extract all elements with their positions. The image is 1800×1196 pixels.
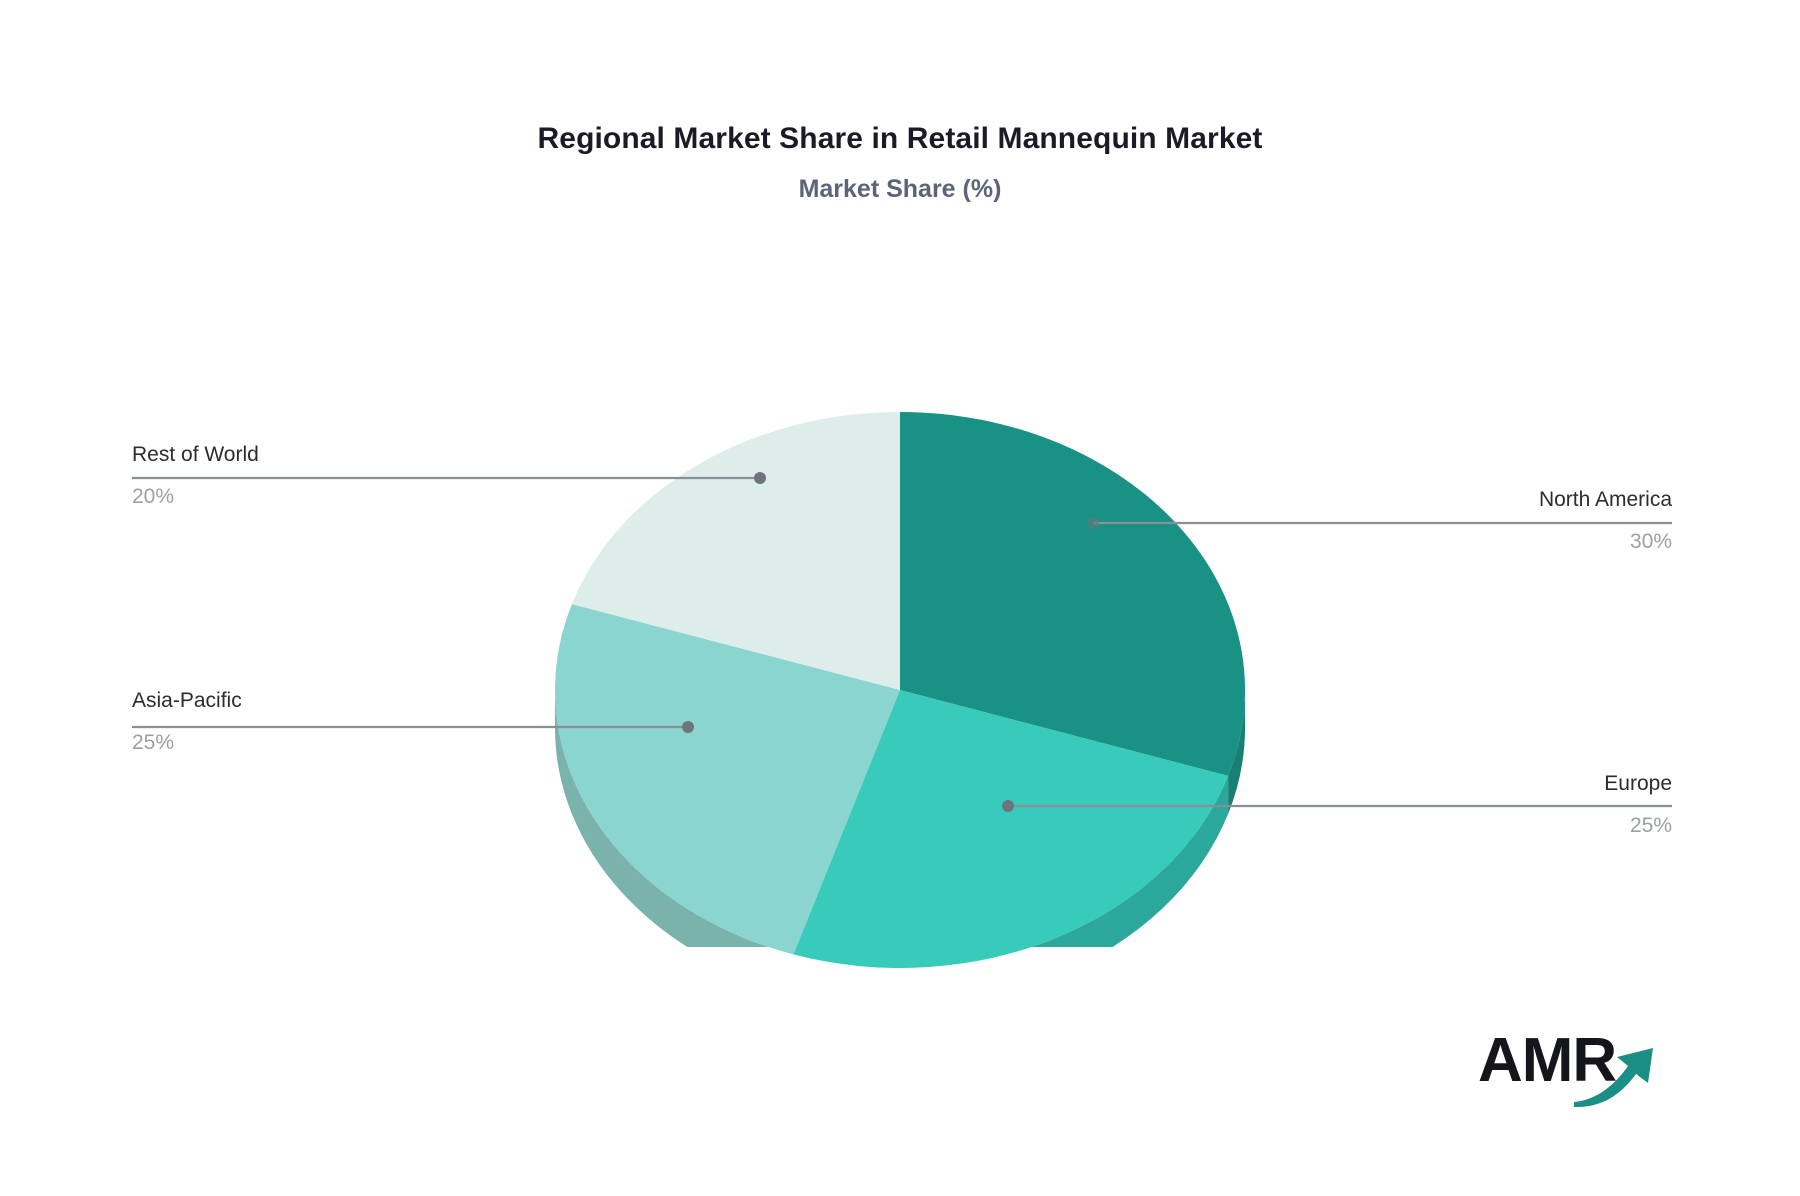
pie-slice-rest-of-world <box>571 412 900 690</box>
callout-value-europe: 25% <box>1629 814 1672 837</box>
pie-slice-side-asia-pacific <box>555 690 769 947</box>
amr-logo: AMR <box>1478 1030 1678 1110</box>
leader-dot-asia-pacific <box>682 721 694 733</box>
growth-arrow-icon <box>1574 1048 1653 1108</box>
callout-label-north-america: North America <box>1538 488 1672 511</box>
leader-dot-north-america <box>1087 517 1099 529</box>
pie-depth-group <box>555 690 1245 947</box>
pie-slice-north-america <box>900 412 1245 776</box>
leader-dot-rest-of-world <box>754 472 766 484</box>
pie-top-face-group <box>554 412 1245 968</box>
callout-label-asia-pacific: Asia-Pacific <box>132 689 242 712</box>
callout-label-europe: Europe <box>1604 772 1672 795</box>
leader-dot-europe <box>1002 800 1014 812</box>
callout-value-asia-pacific: 25% <box>132 731 175 754</box>
callout-europe: Europe 25% <box>1604 773 1672 836</box>
leader-lines <box>132 476 1672 808</box>
callout-label-rest-of-world: Rest of World <box>132 443 259 466</box>
pie-slice-europe <box>793 690 1229 968</box>
callout-value-north-america: 30% <box>1629 530 1672 553</box>
pie-slice-side-north-america <box>1228 690 1245 814</box>
pie-slice-side-europe <box>1031 775 1229 947</box>
callout-north-america: North America 30% <box>1539 489 1672 552</box>
pie-slice-asia-pacific <box>554 604 900 955</box>
leader-dots <box>682 472 1099 812</box>
callout-rest-of-world: Rest of World 20% <box>132 444 259 507</box>
amr-logo-text: AMR <box>1478 1026 1617 1095</box>
callout-asia-pacific: Asia-Pacific 25% <box>132 690 242 753</box>
callout-value-rest-of-world: 20% <box>132 485 175 508</box>
